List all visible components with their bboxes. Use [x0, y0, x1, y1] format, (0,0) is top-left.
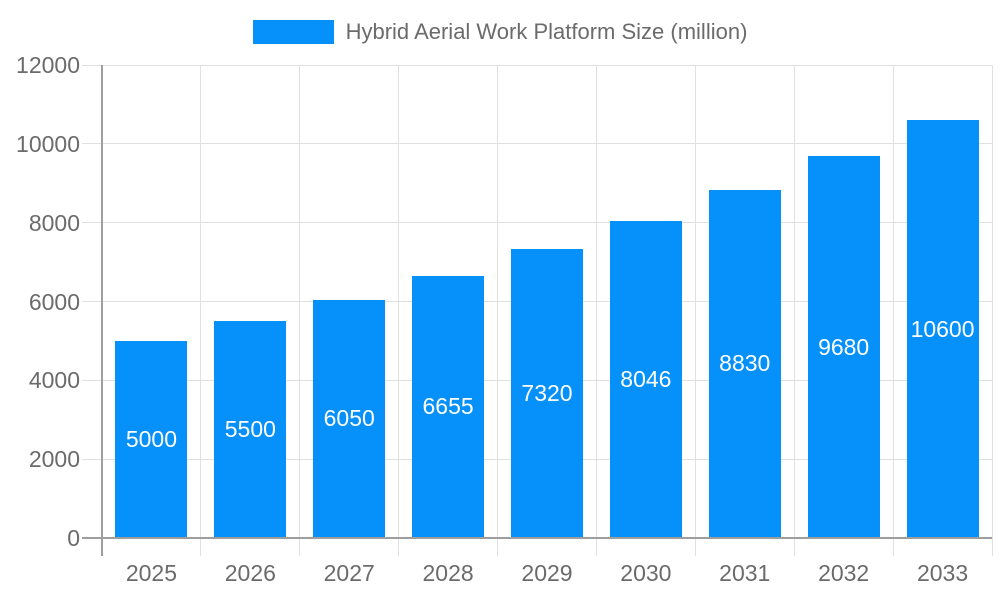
bar-2031[interactable]: 8830 [708, 189, 781, 538]
y-axis-line [101, 65, 103, 556]
bar-value-label: 8830 [719, 350, 771, 377]
x-gridline [200, 65, 202, 556]
y-axis-tick-label: 4000 [28, 367, 80, 394]
x-gridline [299, 65, 301, 556]
x-axis-tick-label: 2030 [620, 560, 672, 586]
x-axis-tick-label: 2028 [422, 560, 474, 586]
y-gridline [82, 64, 992, 66]
x-axis-tick-label: 2032 [818, 560, 870, 586]
bar-value-label: 9680 [818, 333, 870, 360]
x-gridline [991, 65, 993, 556]
bar-2026[interactable]: 5500 [214, 321, 287, 538]
legend-label: Hybrid Aerial Work Platform Size (millio… [345, 19, 748, 44]
x-gridline [793, 65, 795, 556]
bar-value-label: 7320 [521, 380, 573, 407]
x-axis-tick-label: 2025 [125, 560, 178, 586]
x-axis-tick-label: 2026 [224, 560, 276, 586]
x-gridline [497, 65, 499, 556]
x-axis-tick-label: 2033 [916, 560, 969, 586]
x-axis-line [82, 537, 992, 539]
y-axis-tick-label: 0 [67, 525, 80, 551]
y-axis-tick-label: 12000 [16, 52, 80, 78]
x-gridline [595, 65, 597, 556]
bar-2025[interactable]: 5000 [115, 340, 188, 538]
y-gridline [82, 143, 992, 145]
bar-2029[interactable]: 7320 [511, 249, 583, 538]
bar-2030[interactable]: 8046 [609, 220, 682, 538]
x-gridline [694, 65, 696, 556]
y-gridline [82, 222, 992, 224]
bar-value-label: 8046 [620, 365, 672, 392]
bar-2032[interactable]: 9680 [807, 156, 880, 538]
x-axis-tick-label: 2029 [521, 560, 573, 586]
y-axis-tick-label: 8000 [28, 209, 80, 236]
legend[interactable]: Hybrid Aerial Work Platform Size (millio… [0, 16, 1000, 48]
bar-2028[interactable]: 6655 [412, 275, 485, 538]
x-axis-tick-label: 2031 [719, 560, 771, 586]
bar-value-label: 5500 [224, 416, 276, 443]
y-axis-tick-label: 6000 [28, 288, 80, 315]
y-axis-tick-label: 10000 [16, 130, 80, 157]
x-gridline [398, 65, 400, 556]
bar-value-label: 10600 [910, 315, 975, 342]
bar-2033[interactable]: 10600 [906, 120, 979, 538]
y-axis-tick-label: 2000 [28, 446, 80, 473]
bar-2027[interactable]: 6050 [313, 299, 386, 538]
x-gridline [892, 65, 894, 556]
bar-value-label: 6655 [422, 393, 474, 420]
legend-swatch [252, 20, 334, 44]
bar-value-label: 6050 [323, 405, 375, 432]
x-axis-tick-label: 2027 [323, 560, 375, 586]
bar-value-label: 5000 [125, 425, 178, 452]
